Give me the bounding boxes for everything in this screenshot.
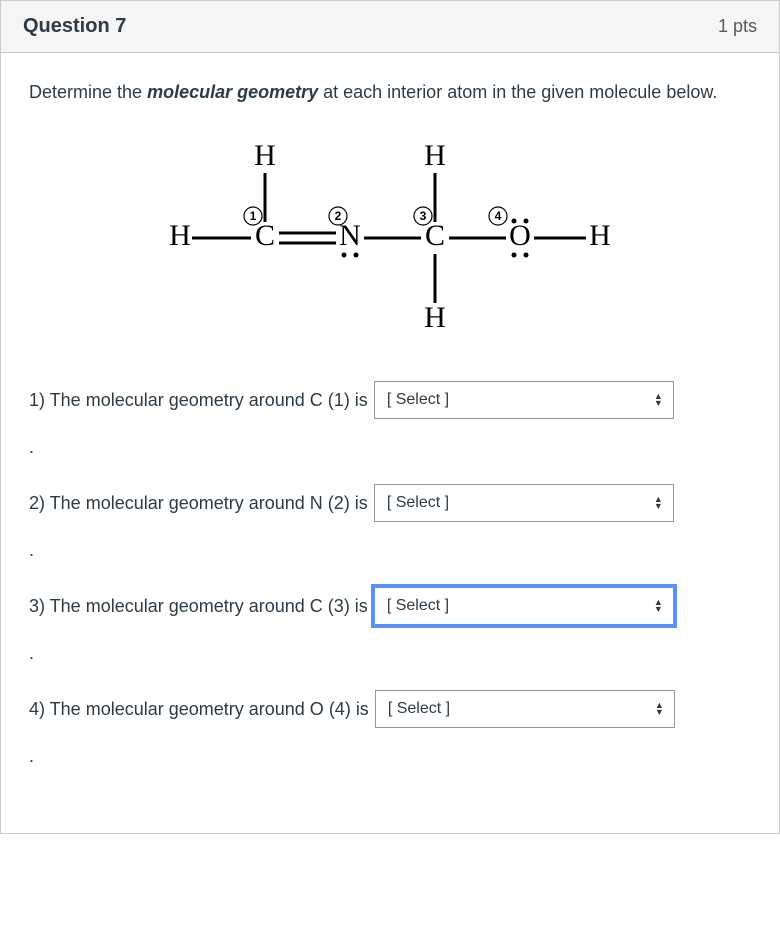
atom-H-left: H — [169, 219, 191, 252]
prompt-pre: Determine the — [29, 82, 147, 102]
select-placeholder: [ Select ] — [388, 700, 450, 718]
subq-1: 1) The molecular geometry around C (1) i… — [29, 381, 751, 419]
prompt-em: molecular geometry — [147, 82, 318, 102]
select-placeholder: [ Select ] — [387, 391, 449, 409]
chevron-updown-icon: ▲▼ — [654, 496, 663, 510]
label-1: 1 — [244, 207, 262, 225]
select-geometry-c3[interactable]: [ Select ] ▲▼ — [374, 587, 674, 625]
spacer-dot: . — [29, 437, 751, 458]
subq-3: 3) The molecular geometry around C (3) i… — [29, 587, 751, 625]
spacer-dot: . — [29, 746, 751, 767]
select-geometry-o4[interactable]: [ Select ] ▲▼ — [375, 690, 675, 728]
label-3: 3 — [414, 207, 432, 225]
subq-2-text: 2) The molecular geometry around N (2) i… — [29, 493, 368, 514]
atom-H-right: H — [589, 219, 611, 252]
prompt-post: at each interior atom in the given molec… — [318, 82, 717, 102]
select-placeholder: [ Select ] — [387, 494, 449, 512]
question-points: 1 pts — [718, 16, 757, 37]
atom-H-top-left: H — [254, 139, 276, 172]
svg-text:2: 2 — [335, 209, 342, 223]
molecule-svg: H C N C O H H H H — [140, 123, 640, 353]
chevron-updown-icon: ▲▼ — [654, 393, 663, 407]
chevron-updown-icon: ▲▼ — [655, 702, 664, 716]
atom-H-top-right: H — [424, 139, 446, 172]
label-4: 4 — [489, 207, 507, 225]
subq-4-text: 4) The molecular geometry around O (4) i… — [29, 699, 369, 720]
subq-4: 4) The molecular geometry around O (4) i… — [29, 690, 751, 728]
select-geometry-c1[interactable]: [ Select ] ▲▼ — [374, 381, 674, 419]
subq-2: 2) The molecular geometry around N (2) i… — [29, 484, 751, 522]
svg-text:4: 4 — [495, 209, 502, 223]
svg-text:1: 1 — [250, 209, 257, 223]
subq-3-text: 3) The molecular geometry around C (3) i… — [29, 596, 368, 617]
question-container: Question 7 1 pts Determine the molecular… — [0, 0, 780, 834]
label-2: 2 — [329, 207, 347, 225]
subq-1-text: 1) The molecular geometry around C (1) i… — [29, 390, 368, 411]
question-title: Question 7 — [23, 15, 126, 38]
question-header: Question 7 1 pts — [1, 1, 779, 53]
svg-text:3: 3 — [420, 209, 427, 223]
select-geometry-n2[interactable]: [ Select ] ▲▼ — [374, 484, 674, 522]
atom-H-bottom: H — [424, 301, 446, 334]
spacer-dot: . — [29, 540, 751, 561]
select-placeholder: [ Select ] — [387, 597, 449, 615]
chevron-updown-icon: ▲▼ — [654, 599, 663, 613]
atom-O4: O — [509, 219, 531, 252]
molecule-diagram: H C N C O H H H H — [29, 123, 751, 353]
question-body: Determine the molecular geometry at each… — [1, 53, 779, 833]
spacer-dot: . — [29, 643, 751, 664]
question-prompt: Determine the molecular geometry at each… — [29, 79, 751, 105]
